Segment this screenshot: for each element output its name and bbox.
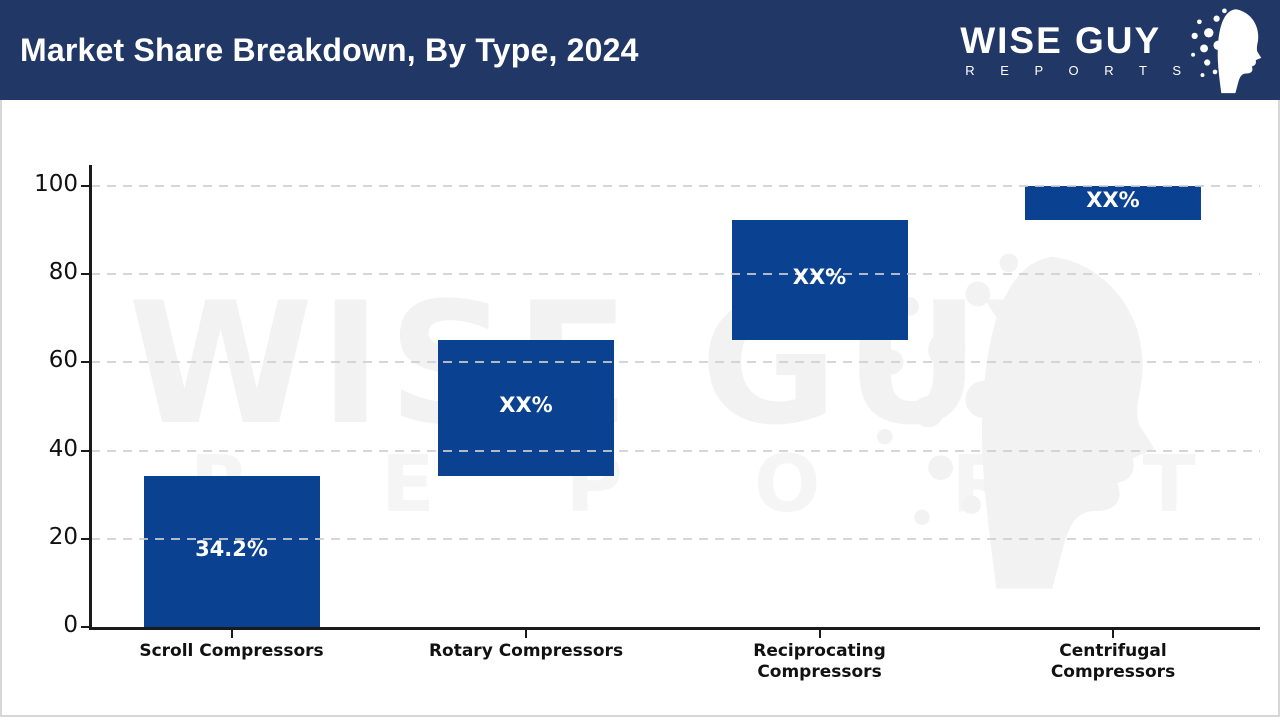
x-axis-spine (89, 627, 1260, 630)
bar-label-rotary-compressors: XX% (499, 393, 553, 418)
wiseguy-logo: WISE GUY R E P O R T S (960, 3, 1266, 97)
x-tick-scroll-compressors (230, 629, 233, 638)
y-tick-label-20: 20 (48, 523, 78, 550)
bar-scroll-compressors (143, 476, 320, 627)
bar-label-centrifugal-compressors: XX% (1086, 187, 1140, 212)
gridline-60 (91, 361, 1260, 364)
y-tick-40 (81, 449, 90, 452)
bar-label-reciprocating-compressors: XX% (792, 264, 847, 289)
gridline-40 (91, 449, 1260, 452)
wiseguy-head-icon (1191, 8, 1262, 94)
y-tick-0 (81, 626, 90, 628)
y-tick-60 (81, 361, 90, 364)
logo-wise-guy: WISE GUY (960, 20, 1162, 61)
x-tick-rotary-compressors (525, 629, 527, 638)
gridline-20 (91, 537, 1260, 540)
x-tick-centrifugal-compressors (1112, 629, 1114, 638)
header-bar: Market Share Breakdown, By Type, 2024 WI… (0, 0, 1280, 100)
y-tick-20 (81, 537, 90, 540)
bar-reciprocating-compressors (731, 219, 908, 340)
watermark-head-icon (877, 253, 1155, 589)
y-tick-label-100: 100 (34, 171, 78, 197)
chart-area: WISE GUY R E P O R T S 02040608010034.2%… (0, 100, 1280, 717)
page-title: Market Share Breakdown, By Type, 2024 (20, 31, 639, 68)
category-label-centrifugal-compressors: Centrifugal Compressors (1050, 641, 1176, 683)
y-axis-spine (89, 165, 92, 629)
logo-text: WISE GUY R E P O R T S (960, 22, 1192, 78)
category-label-rotary-compressors: Rotary Compressors (428, 641, 624, 661)
y-tick-label-0: 0 (63, 612, 78, 638)
y-tick-80 (81, 273, 90, 276)
bar-label-scroll-compressors: 34.2% (195, 536, 268, 561)
category-label-scroll-compressors: Scroll Compressors (139, 641, 324, 661)
bar-centrifugal-compressors (1025, 186, 1201, 220)
logo-reports: R E P O R T S (965, 63, 1192, 78)
category-label-reciprocating-compressors: Reciprocating Compressors (753, 641, 886, 683)
y-tick-100 (81, 185, 90, 187)
y-tick-label-40: 40 (48, 435, 78, 462)
y-tick-label-80: 80 (48, 259, 78, 286)
gridline-100 (91, 185, 1260, 187)
gridline-80 (91, 273, 1260, 276)
plot: 0 20 40 60 80 100 34.2% Scroll Compressors XX% Ro… (2, 100, 1278, 715)
x-tick-reciprocating-compressors (818, 629, 821, 638)
y-tick-label-60: 60 (48, 347, 78, 374)
